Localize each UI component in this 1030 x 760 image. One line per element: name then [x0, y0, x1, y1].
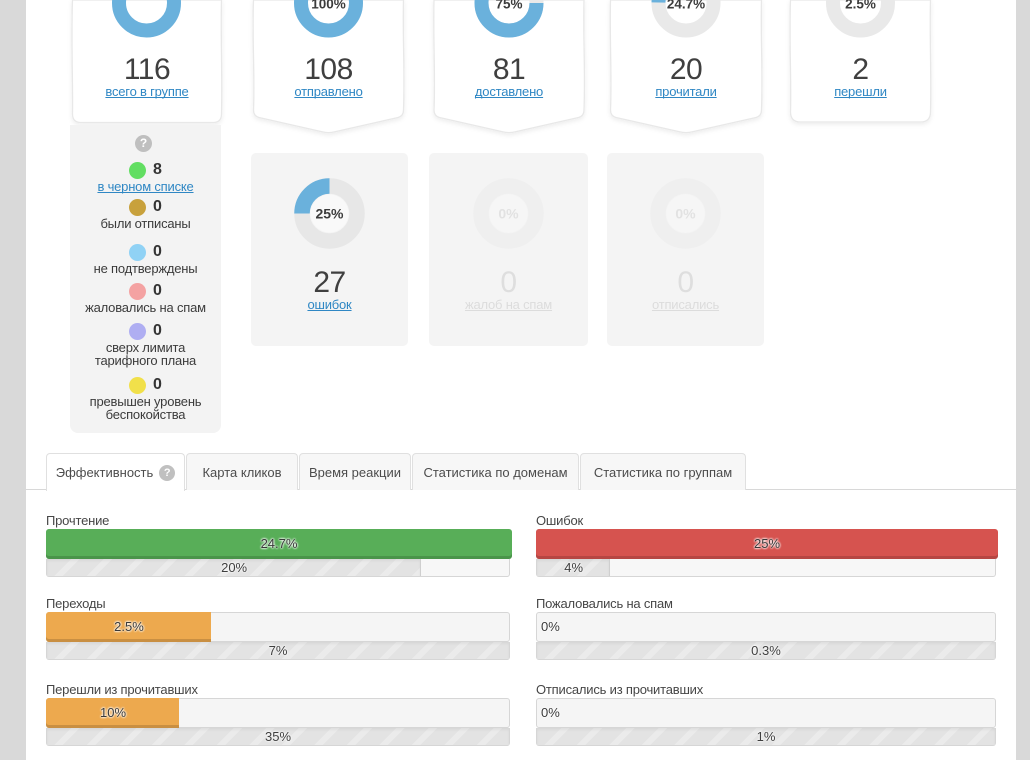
svg-text:75%: 75%	[495, 0, 522, 12]
svg-text:2.5%: 2.5%	[845, 0, 876, 12]
svg-text:24.7%: 24.7%	[667, 0, 705, 12]
svg-text:0%: 0%	[498, 206, 519, 222]
svg-text:25%: 25%	[315, 206, 344, 222]
svg-text:0%: 0%	[675, 206, 696, 222]
svg-text:100%: 100%	[311, 0, 346, 12]
